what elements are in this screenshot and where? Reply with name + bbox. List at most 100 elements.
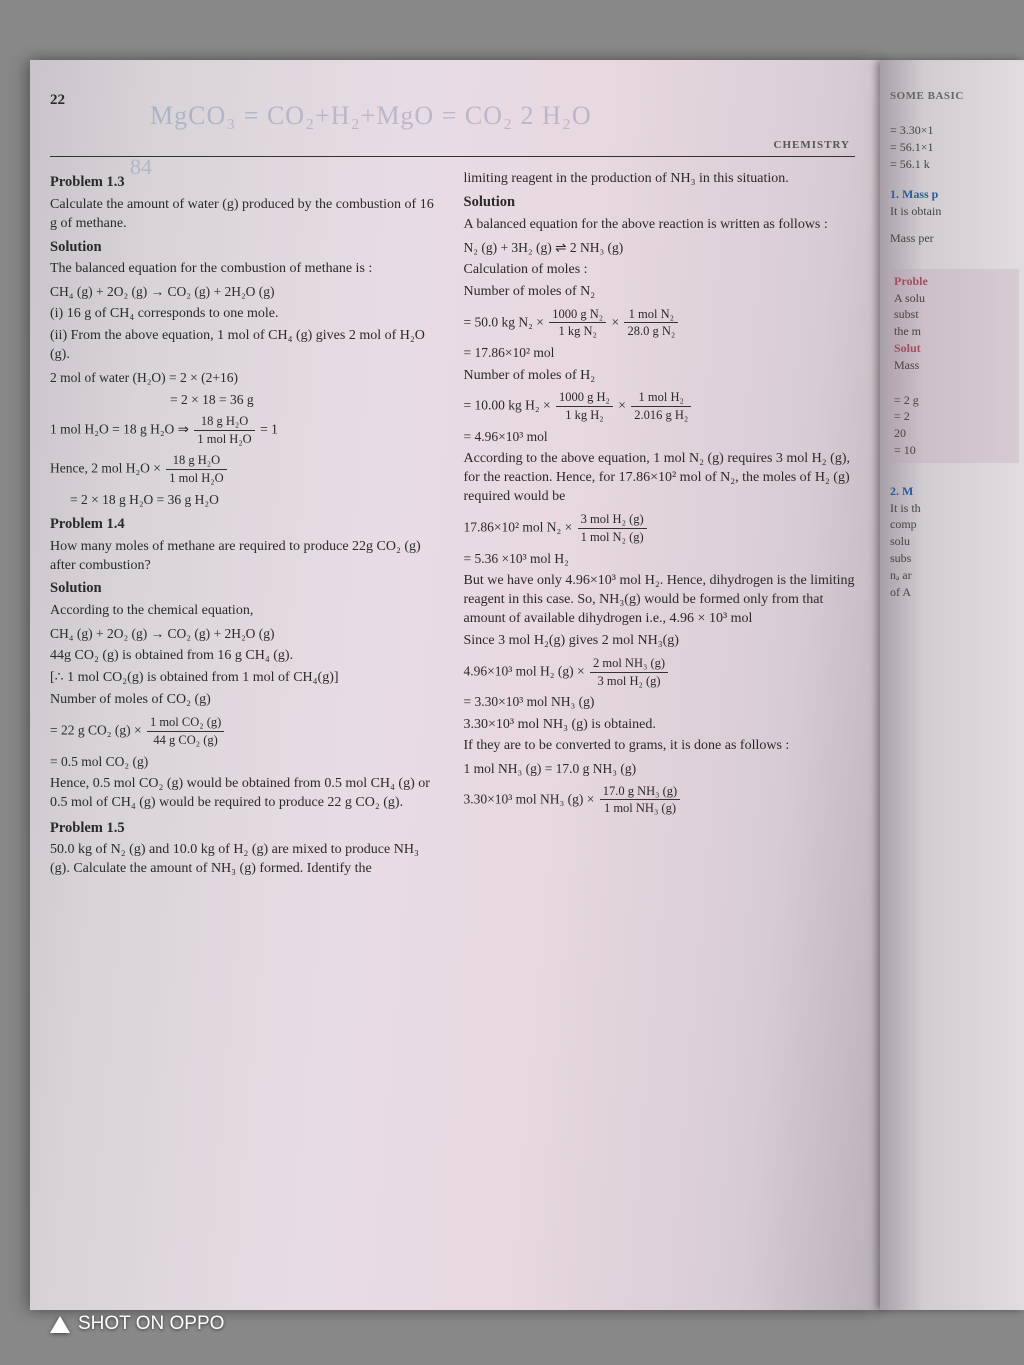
p14-line2: 44g CO₂ (g) is obtained from 16 g CH₄ (g… (50, 647, 442, 666)
c2-f7: 17.0 g NH₃ (g)1 mol NH₃ (g) (600, 783, 681, 818)
p13-line3: (ii) From the above equation, 1 mol of C… (50, 327, 442, 365)
p14-5a: = 22 g CO₂ (g) × (50, 722, 142, 737)
rp-q2e: nₐ ar (890, 567, 1019, 584)
c2-s8: = 4.96×10³ mol (464, 428, 856, 446)
c2-14a: 4.96×10³ mol H₂ (g) × (464, 663, 585, 678)
rp-pb4: Solut (894, 340, 1015, 357)
rp-e2b: 20 (894, 425, 1015, 442)
p13-frac2: 18 g H₂O1 mol H₂O (166, 452, 226, 487)
p13-line1: The balanced equation for the combustion… (50, 260, 442, 279)
c2-s9: According to the above equation, 1 mol N… (464, 450, 856, 507)
c2-s1: A balanced equation for the above reacti… (464, 216, 856, 235)
rp-l1: = 3.30×1 (890, 122, 1019, 139)
rp-q2: 2. M (890, 483, 1019, 500)
c2-f6: 2 mol NH₃ (g)3 mol H₂ (g) (590, 655, 668, 690)
c2-s14: 4.96×10³ mol H₂ (g) × 2 mol NH₃ (g)3 mol… (464, 655, 856, 690)
rp-l2: = 56.1×1 (890, 139, 1019, 156)
rp-q2c: solu (890, 533, 1019, 550)
c2-10a: 17.86×10² mol N₂ × (464, 520, 573, 535)
problem-1-3-title: Problem 1.3 (50, 173, 442, 193)
rp-header: SOME BASIC (890, 90, 1019, 102)
column-left: Problem 1.3 Calculate the amount of wate… (50, 167, 442, 882)
c2-s5: = 17.86×10² mol (464, 344, 856, 362)
rp-block4: 2. M It is th comp solu subs nₐ ar of A (890, 483, 1019, 601)
c2-s11: = 5.36 ×10³ mol H₂ (464, 550, 856, 568)
c2-4b: × (611, 314, 619, 329)
p13-frac1: 18 g H₂O1 mol H₂O (194, 413, 254, 448)
rp-pb: Proble (894, 273, 1015, 290)
c2-19a: 3.30×10³ mol NH₃ (g) × (464, 791, 595, 806)
rp-q2d: subs (890, 550, 1019, 567)
rp-m2: It is obtain (890, 203, 1019, 220)
p13-line7: = 2 × 18 g H₂O = 36 g H₂O (70, 491, 442, 509)
problem-1-4-title: Problem 1.4 (50, 515, 442, 535)
p13-equation1: CH₄ (g) + 2O₂ (g) → CO₂ (g) + 2H₂O (g) (50, 283, 442, 301)
two-column-body: Problem 1.3 Calculate the amount of wate… (50, 167, 855, 882)
c2-s12: But we have only 4.96×10³ mol H₂. Hence,… (464, 572, 856, 629)
p14-eq1: CH₄ (g) + 2O₂ (g) → CO₂ (g) + 2H₂O (g) (50, 625, 442, 643)
problem-1-3-question: Calculate the amount of water (g) produc… (50, 196, 442, 234)
rp-q2b: comp (890, 516, 1019, 533)
p13-5b: = 1 (260, 422, 278, 437)
c2-s15: = 3.30×10³ mol NH₃ (g) (464, 693, 856, 711)
rp-l3: = 56.1 k (890, 156, 1019, 173)
c2-f2: 1 mol N₂28.0 g N₂ (624, 306, 678, 341)
column-right: limiting reagent in the production of NH… (464, 167, 856, 882)
rp-block1: = 3.30×1 = 56.1×1 = 56.1 k (890, 122, 1019, 172)
c2-s13: Since 3 mol H₂(g) gives 2 mol NH₃(g) (464, 632, 856, 651)
c2-f1: 1000 g N₂1 kg N₂ (549, 306, 606, 341)
p13-line4a: 2 mol of water (H₂O) = 2 × (2+16) (50, 369, 442, 387)
rp-pb2: subst (894, 306, 1015, 323)
p13-line6: Hence, 2 mol H₂O × 18 g H₂O1 mol H₂O (50, 452, 442, 487)
c2-f5: 3 mol H₂ (g)1 mol N₂ (g) (578, 511, 647, 546)
rp-e2: = 2 (894, 408, 1015, 425)
c2-7b: × (618, 398, 626, 413)
c2-s6: Number of moles of H₂ (464, 367, 856, 386)
p13-line5: 1 mol H₂O = 18 g H₂O ⇒ 18 g H₂O1 mol H₂O… (50, 413, 442, 448)
p14-line4: Number of moles of CO₂ (g) (50, 691, 442, 710)
c2-s7: = 10.00 kg H₂ × 1000 g H₂1 kg H₂ × 1 mol… (464, 389, 856, 424)
c2-eq1: N₂ (g) + 3H₂ (g) ⇌ 2 NH₃ (g) (464, 239, 856, 257)
p13-6a: Hence, 2 mol H₂O × (50, 461, 161, 476)
p14-line7: Hence, 0.5 mol CO₂ (g) would be obtained… (50, 775, 442, 813)
watermark-label: SHOT ON OPPO (78, 1313, 224, 1335)
rp-pb3: the m (894, 323, 1015, 340)
handwriting-top: MgCO₃ = CO₂+H₂+MgO = CO₂ 2 H₂O (150, 98, 592, 133)
p15-question: 50.0 kg of N₂ (g) and 10.0 kg of H₂ (g) … (50, 841, 442, 879)
rp-pb5: Mass (894, 357, 1015, 374)
c2-s4: = 50.0 kg N₂ × 1000 g N₂1 kg N₂ × 1 mol … (464, 306, 856, 341)
p13-line2: (i) 16 g of CH₄ corresponds to one mole. (50, 305, 442, 324)
textbook-page-left: MgCO₃ = CO₂+H₂+MgO = CO₂ 2 H₂O 84 22 CHE… (30, 60, 880, 1310)
c2-s19: 3.30×10³ mol NH₃ (g) × 17.0 g NH₃ (g)1 m… (464, 783, 856, 818)
p14-line1: According to the chemical equation, (50, 602, 442, 621)
rp-m1: 1. Mass p (890, 186, 1019, 203)
p14-line6: = 0.5 mol CO₂ (g) (50, 753, 442, 771)
p14-frac1: 1 mol CO₂ (g)44 g CO₂ (g) (147, 714, 224, 749)
rp-m3: Mass per (890, 230, 1019, 247)
c2-f3: 1000 g H₂1 kg H₂ (556, 389, 613, 424)
c2-s10: 17.86×10² mol N₂ × 3 mol H₂ (g)1 mol N₂ … (464, 511, 856, 546)
rp-e1: = 2 g (894, 392, 1015, 409)
c2-s3: Number of moles of N₂ (464, 283, 856, 302)
c2-intro: limiting reagent in the production of NH… (464, 170, 856, 189)
p14-question: How many moles of methane are required t… (50, 538, 442, 576)
rp-q2a: It is th (890, 500, 1019, 517)
oppo-triangle-icon (50, 1316, 70, 1333)
problem-1-5-title: Problem 1.5 (50, 819, 442, 839)
divider-line (50, 156, 855, 157)
c2-7a: = 10.00 kg H₂ × (464, 398, 551, 413)
watermark-shot-on-oppo: SHOT ON OPPO (50, 1313, 224, 1335)
c2-4a: = 50.0 kg N₂ × (464, 314, 544, 329)
rp-block3: Proble A solu subst the m Solut Mass = 2… (890, 269, 1019, 463)
c2-f4: 1 mol H₂2.016 g H₂ (631, 389, 691, 424)
rp-q2f: of A (890, 584, 1019, 601)
header-chemistry: CHEMISTRY (774, 138, 850, 153)
c2-s18: 1 mol NH₃ (g) = 17.0 g NH₃ (g) (464, 760, 856, 778)
p14-line3: [∴ 1 mol CO₂(g) is obtained from 1 mol o… (50, 669, 442, 688)
p13-5a: 1 mol H₂O = 18 g H₂O ⇒ (50, 422, 189, 437)
solution-label: Solution (50, 238, 442, 258)
c2-s17: If they are to be converted to grams, it… (464, 737, 856, 756)
rp-pb1: A solu (894, 290, 1015, 307)
handwriting-sub: 84 (130, 152, 152, 182)
solution-label-2: Solution (50, 579, 442, 599)
